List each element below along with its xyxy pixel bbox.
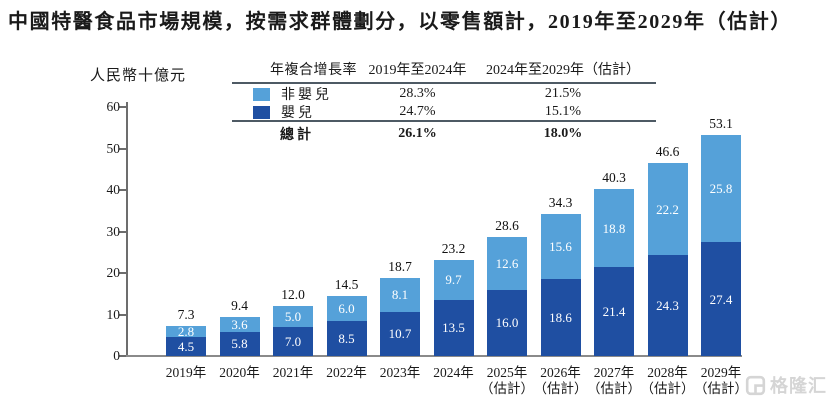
x-axis-label-note: （估計） [480, 381, 534, 396]
x-axis-line [126, 355, 742, 357]
bar-total-label: 14.5 [334, 276, 359, 292]
legend-swatch-non-infant-icon [253, 87, 270, 101]
bar-segment-non-infant: 15.6 [540, 214, 581, 279]
gelonghui-logo-icon [745, 375, 766, 395]
bar-total-label: 40.3 [602, 170, 626, 186]
cagr-table: 年複合增長率 2019年至2024年 2024年至2029年（估計） 非嬰兒 2… [232, 56, 656, 146]
cagr-non-infant-period1: 28.3% [399, 86, 436, 101]
bar-segment-non-infant: 5.0 [273, 306, 313, 327]
bar-segment-non-infant: 9.7 [433, 259, 474, 300]
bar-total-label: 12.0 [281, 287, 305, 303]
bar-segment-infant: 8.5 [326, 320, 367, 356]
table-divider-top [232, 82, 656, 84]
bar-total-label: 46.6 [655, 144, 680, 160]
bar-total-label: 53.1 [709, 116, 733, 132]
cagr-header-metric: 年複合增長率 [270, 63, 357, 78]
bar-segment-non-infant: 8.1 [380, 277, 420, 312]
bar-segment-non-infant: 6.0 [326, 295, 367, 321]
bar-segment-infant: 10.7 [380, 311, 420, 356]
y-axis-tick [119, 189, 126, 191]
cagr-infant-period2: 15.1% [544, 104, 582, 119]
bar-segment-infant: 13.5 [433, 299, 474, 356]
bar-segment-infant: 21.4 [594, 267, 634, 356]
y-axis-tick [119, 106, 126, 108]
cagr-infant-period1: 24.7% [399, 104, 436, 119]
bar-segment-non-infant: 2.8 [166, 325, 206, 338]
bar-segment-non-infant: 25.8 [701, 135, 741, 243]
x-axis-label: 2019年 [165, 365, 207, 380]
x-axis-label: 2023年 [379, 365, 421, 380]
cagr-total-period1: 26.1% [398, 126, 437, 141]
bar-segment-infant: 18.6 [540, 278, 581, 356]
y-axis-tick-label: 20 [106, 265, 121, 280]
x-axis-label-note: （估計） [640, 381, 695, 396]
cagr-row-infant: 嬰兒 24.7% 15.1% [232, 102, 656, 122]
y-axis-tick [119, 272, 126, 274]
x-axis-label: 2025年 [486, 365, 528, 380]
bar-segment-non-infant: 3.6 [219, 316, 260, 332]
x-axis-label: 2028年 [647, 365, 688, 380]
legend-label-infant: 嬰兒 [281, 106, 315, 121]
legend-item-infant: 嬰兒 [232, 102, 365, 122]
bar-total-label: 34.3 [548, 195, 573, 211]
y-axis-tick-label: 60 [106, 99, 121, 114]
cagr-header-period-2024-2029: 2024年至2029年（估計） [486, 63, 640, 78]
bar-total-label: 23.2 [441, 240, 466, 256]
x-axis-label: 2021年 [272, 365, 314, 380]
cagr-header-period-2019-2024: 2019年至2024年 [368, 63, 467, 78]
y-axis-tick-label: 40 [106, 182, 121, 197]
bar-segment-non-infant: 12.6 [487, 237, 527, 290]
cagr-total-label: 總計 [280, 128, 314, 143]
bar-total-label: 28.6 [495, 218, 519, 234]
x-axis-label: 2026年 [540, 365, 581, 380]
bar-total-label: 9.4 [231, 297, 248, 313]
bar-segment-non-infant: 18.8 [594, 189, 634, 268]
y-axis-tick-label: 0 [113, 348, 120, 363]
legend-label-non-infant: 非嬰兒 [281, 88, 332, 103]
bar-segment-infant: 7.0 [273, 326, 313, 356]
cagr-total-period2: 18.0% [543, 126, 583, 141]
x-axis-label: 2029年 [700, 365, 742, 380]
y-axis-tick-label: 10 [106, 306, 121, 322]
cagr-non-infant-period2: 21.5% [544, 86, 582, 101]
x-axis-label: 2027年 [593, 365, 635, 380]
y-axis-tick [119, 147, 126, 150]
bar-total-label: 18.7 [388, 258, 412, 274]
bar-segment-infant: 5.8 [219, 331, 260, 356]
bar-segment-infant: 27.4 [701, 242, 741, 356]
y-axis-unit-label: 人民幣十億元 [90, 68, 187, 84]
bar-segment-infant: 16.0 [487, 289, 527, 356]
y-axis-tick [119, 355, 126, 357]
y-axis-tick [119, 230, 126, 233]
y-axis-line [126, 102, 128, 357]
cagr-table-header-row: 年複合增長率 2019年至2024年 2024年至2029年（估計） [232, 56, 656, 82]
cagr-row-non-infant: 非嬰兒 28.3% 21.5% [232, 84, 656, 104]
y-axis-tick-label: 30 [106, 223, 121, 239]
x-axis-label: 2024年 [433, 365, 474, 380]
x-axis-label-note: （估計） [694, 381, 748, 396]
watermark-text: 格隆汇 [770, 376, 827, 396]
legend-item-non-infant: 非嬰兒 [232, 84, 365, 104]
y-axis-tick-label: 50 [106, 140, 121, 156]
x-axis-label: 2022年 [326, 365, 367, 380]
cagr-row-total: 總計 26.1% 18.0% [232, 122, 656, 146]
bar-segment-infant: 4.5 [166, 337, 206, 356]
watermark: 格隆汇 [745, 372, 827, 398]
bar-segment-non-infant: 22.2 [647, 163, 688, 256]
bar-segment-infant: 24.3 [647, 255, 688, 356]
bar-total-label: 7.3 [177, 306, 195, 322]
x-axis-label-note: （估計） [533, 381, 588, 396]
chart-title: 中國特醫食品市場規模，按需求群體劃分，以零售額計，2019年至2029年（估計） [8, 11, 792, 33]
x-axis-label-note: （估計） [587, 381, 641, 396]
legend-swatch-infant-icon [253, 105, 270, 119]
y-axis-tick [119, 313, 126, 316]
table-divider-bottom [232, 120, 656, 122]
x-axis-label: 2020年 [219, 365, 260, 380]
